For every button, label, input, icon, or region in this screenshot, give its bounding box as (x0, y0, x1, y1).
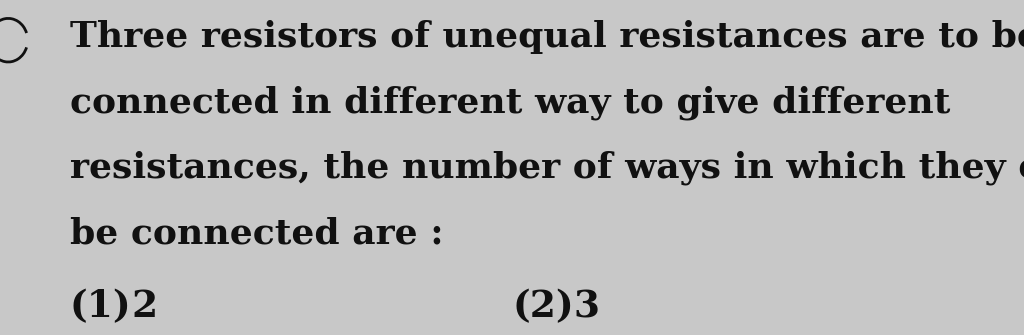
Text: resistances, the number of ways in which they can: resistances, the number of ways in which… (70, 151, 1024, 185)
Text: 2: 2 (131, 288, 158, 325)
Text: Three resistors of unequal resistances are to be: Three resistors of unequal resistances a… (70, 20, 1024, 54)
Text: be connected are :: be connected are : (70, 216, 443, 250)
Text: (2): (2) (512, 288, 573, 325)
Text: connected in different way to give different: connected in different way to give diffe… (70, 85, 950, 120)
Text: (1): (1) (70, 288, 131, 325)
Text: 3: 3 (573, 288, 599, 325)
